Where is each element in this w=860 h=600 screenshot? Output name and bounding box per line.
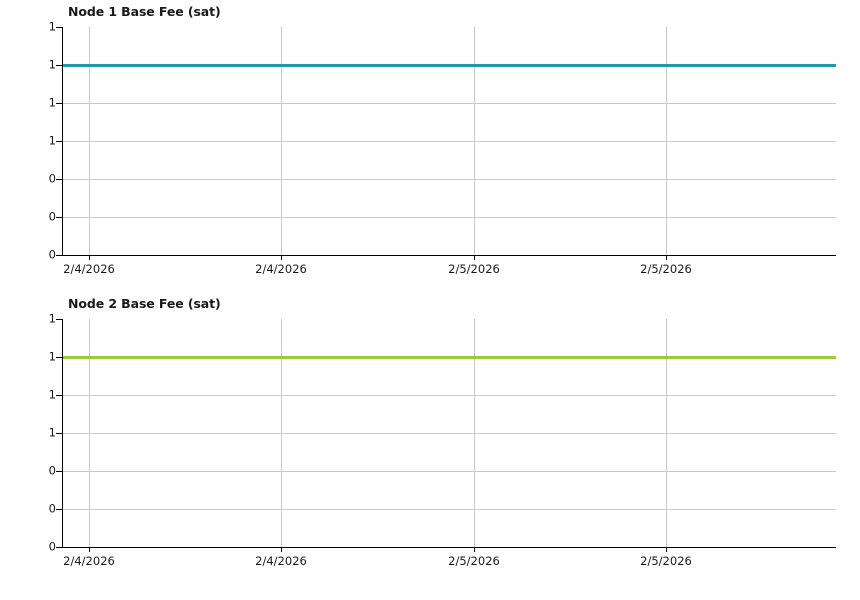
y-axis-tick [56, 395, 62, 396]
x-axis-line [62, 255, 836, 256]
gridline-vertical [666, 27, 667, 255]
x-axis-tick-label: 2/5/2026 [448, 554, 500, 568]
chart-title: Node 2 Base Fee (sat) [68, 296, 221, 311]
series-line [63, 356, 836, 359]
gridline-horizontal [62, 179, 836, 180]
y-axis-tick-label: 1 [48, 133, 56, 148]
gridline-horizontal [62, 141, 836, 142]
series-line [63, 64, 836, 67]
y-axis-tick-label: 0 [48, 463, 56, 478]
gridline-vertical [89, 27, 90, 255]
y-axis-tick [56, 547, 62, 548]
y-axis-tick-label: 0 [48, 501, 56, 516]
y-axis-tick [56, 141, 62, 142]
y-axis-tick-label: 0 [48, 209, 56, 224]
y-axis-tick-label: 1 [48, 95, 56, 110]
x-axis-tick-label: 2/4/2026 [255, 554, 307, 568]
y-axis-tick-label: 1 [48, 311, 56, 326]
y-axis-tick-label: 0 [48, 539, 56, 554]
y-axis-tick-label: 1 [48, 349, 56, 364]
plot-area [62, 27, 836, 256]
y-axis-tick [56, 27, 62, 28]
y-axis-tick [56, 103, 62, 104]
gridline-horizontal [62, 103, 836, 104]
x-axis-tick [666, 547, 667, 552]
y-axis-tick-label: 0 [48, 171, 56, 186]
x-axis-tick-label: 2/4/2026 [63, 262, 115, 276]
gridline-vertical [89, 319, 90, 547]
gridline-vertical [281, 319, 282, 547]
y-axis-tick [56, 255, 62, 256]
gridline-vertical [474, 319, 475, 547]
y-axis-tick [56, 471, 62, 472]
x-axis-tick [474, 255, 475, 260]
y-axis-tick [56, 509, 62, 510]
gridline-vertical [474, 27, 475, 255]
y-axis-line [62, 27, 63, 256]
x-axis-tick [281, 255, 282, 260]
x-axis-tick [89, 547, 90, 552]
x-axis-tick-label: 2/5/2026 [640, 554, 692, 568]
y-axis-line [62, 319, 63, 548]
y-axis-tick [56, 217, 62, 218]
y-axis-labels: 1 1 1 1 0 0 0 [0, 292, 56, 582]
x-axis-line [62, 547, 836, 548]
x-axis-tick [474, 547, 475, 552]
y-axis-tick-label: 1 [48, 57, 56, 72]
chart-title: Node 1 Base Fee (sat) [68, 4, 221, 19]
gridline-horizontal [62, 509, 836, 510]
y-axis-tick-label: 1 [48, 425, 56, 440]
x-axis-tick-label: 2/5/2026 [640, 262, 692, 276]
y-axis-tick-label: 0 [48, 247, 56, 262]
y-axis-tick-label: 1 [48, 19, 56, 34]
gridline-horizontal [62, 217, 836, 218]
y-axis-labels: 1 1 1 1 0 0 0 [0, 0, 56, 290]
gridline-vertical [666, 319, 667, 547]
x-axis-tick-label: 2/4/2026 [63, 554, 115, 568]
y-axis-tick [56, 65, 62, 66]
x-axis-tick-label: 2/4/2026 [255, 262, 307, 276]
chart-panel-node-1: Node 1 Base Fee (sat) 1 1 1 1 0 0 0 2/4/2026 2/… [0, 0, 860, 290]
y-axis-tick [56, 319, 62, 320]
y-axis-tick-label: 1 [48, 387, 56, 402]
gridline-horizontal [62, 395, 836, 396]
y-axis-tick [56, 179, 62, 180]
gridline-vertical [281, 27, 282, 255]
x-axis-tick [89, 255, 90, 260]
x-axis-tick-label: 2/5/2026 [448, 262, 500, 276]
y-axis-tick [56, 433, 62, 434]
gridline-horizontal [62, 471, 836, 472]
y-axis-tick [56, 357, 62, 358]
x-axis-tick [666, 255, 667, 260]
gridline-horizontal [62, 433, 836, 434]
chart-panel-node-2: Node 2 Base Fee (sat) 1 1 1 1 0 0 0 2/4/2026 2/… [0, 292, 860, 582]
plot-area [62, 319, 836, 548]
x-axis-tick [281, 547, 282, 552]
